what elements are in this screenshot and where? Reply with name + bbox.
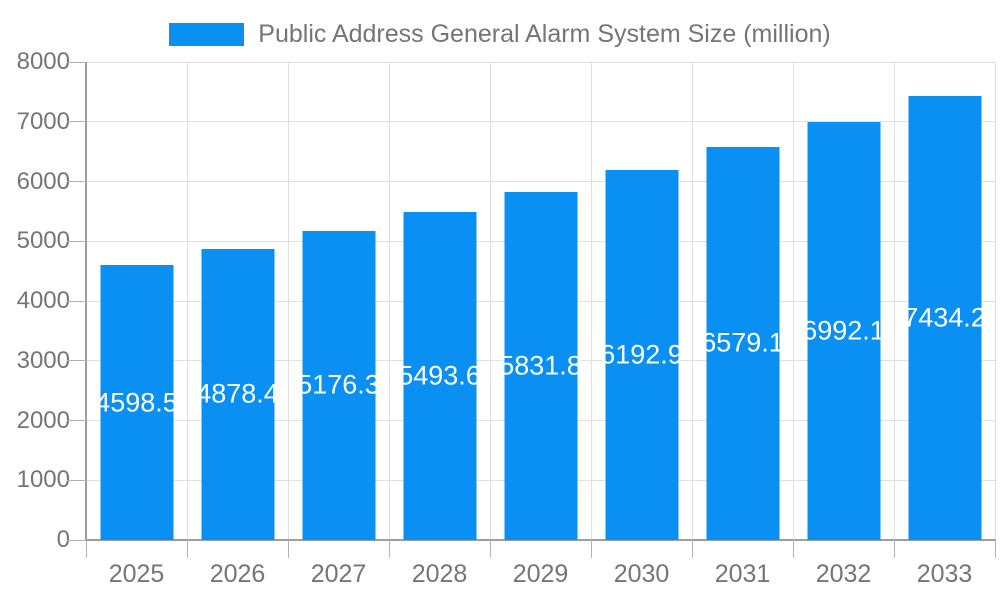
x-axis-label: 2029 <box>512 560 569 588</box>
bar <box>706 146 779 540</box>
y-axis-tick <box>67 240 86 242</box>
y-axis-label: 2000 <box>16 406 70 434</box>
x-axis-label: 2031 <box>714 560 771 588</box>
y-axis-tick <box>67 420 86 421</box>
y-axis-tick <box>67 479 86 481</box>
bar <box>403 211 476 540</box>
gridline-horizontal <box>86 121 995 123</box>
x-axis-label: 2026 <box>209 560 266 588</box>
y-axis-tick <box>67 121 86 123</box>
gridline-vertical <box>691 62 693 540</box>
y-axis-label: 5000 <box>16 227 70 255</box>
gridline-vertical <box>994 62 996 540</box>
bar-value-label: 4878.4 <box>196 378 279 409</box>
x-axis-label: 2025 <box>108 560 165 588</box>
gridline-vertical <box>388 62 390 540</box>
x-axis-tick <box>489 540 491 558</box>
x-axis-tick <box>792 540 794 558</box>
x-axis-tick <box>287 540 289 558</box>
gridline-horizontal <box>86 61 995 63</box>
y-axis-tick <box>67 539 86 541</box>
bar-value-label: 5176.3 <box>297 369 380 400</box>
bar-value-label: 5831.8 <box>499 350 582 381</box>
y-axis-tick <box>67 360 86 362</box>
bar <box>807 122 880 540</box>
gridline-vertical <box>186 62 188 540</box>
bar <box>605 169 678 540</box>
y-axis-label: 6000 <box>16 167 70 195</box>
bar <box>302 230 375 540</box>
plot-area: 4598.5 4878.4 5176.3 5493.6 5831.8 6192.9 6579… <box>85 61 996 541</box>
bar <box>100 265 173 540</box>
bar-value-label: 7434.2 <box>903 302 986 333</box>
x-axis-line <box>85 539 996 541</box>
x-axis-tick <box>85 540 87 558</box>
y-axis-label: 8000 <box>16 48 70 75</box>
x-axis-tick <box>388 540 390 558</box>
gridline-vertical <box>893 62 895 540</box>
x-axis-tick <box>186 540 188 558</box>
gridline-vertical <box>792 62 794 540</box>
legend-swatch-icon <box>169 22 245 46</box>
bar-value-label: 6992.1 <box>802 315 885 346</box>
x-axis-tick <box>893 540 895 558</box>
gridline-vertical <box>590 62 592 540</box>
bar-value-label: 5493.6 <box>398 360 481 391</box>
x-axis-label: 2033 <box>916 560 973 588</box>
bar <box>504 191 577 540</box>
gridline-vertical <box>489 62 491 540</box>
y-axis-label: 3000 <box>16 346 70 374</box>
y-axis-tick <box>67 300 86 302</box>
x-axis-label: 2030 <box>613 560 670 588</box>
x-axis-label: 2032 <box>815 560 872 588</box>
bar-value-label: 6579.1 <box>701 327 784 358</box>
x-axis-label: 2027 <box>310 560 367 588</box>
gridline-horizontal <box>86 181 995 182</box>
y-axis-label: 4000 <box>16 287 70 314</box>
x-axis-label: 2028 <box>411 560 468 588</box>
x-axis-tick <box>590 540 592 558</box>
y-axis-line <box>85 62 87 540</box>
gridline-vertical <box>287 62 289 540</box>
bar-value-label: 6192.9 <box>600 339 683 370</box>
bar-value-label: 4598.5 <box>95 387 178 418</box>
y-axis-label: 7000 <box>16 107 70 135</box>
y-axis-tick <box>67 61 86 63</box>
y-axis-tick <box>67 181 86 182</box>
bar <box>201 248 274 540</box>
bar <box>908 95 981 540</box>
y-axis-label: 1000 <box>16 466 70 494</box>
x-axis-tick <box>691 540 693 558</box>
legend[interactable]: Public Address General Alarm System Size… <box>0 20 1000 48</box>
legend-label: Public Address General Alarm System Size… <box>258 19 831 48</box>
x-axis-tick <box>994 540 996 558</box>
y-axis-label: 0 <box>56 526 70 553</box>
